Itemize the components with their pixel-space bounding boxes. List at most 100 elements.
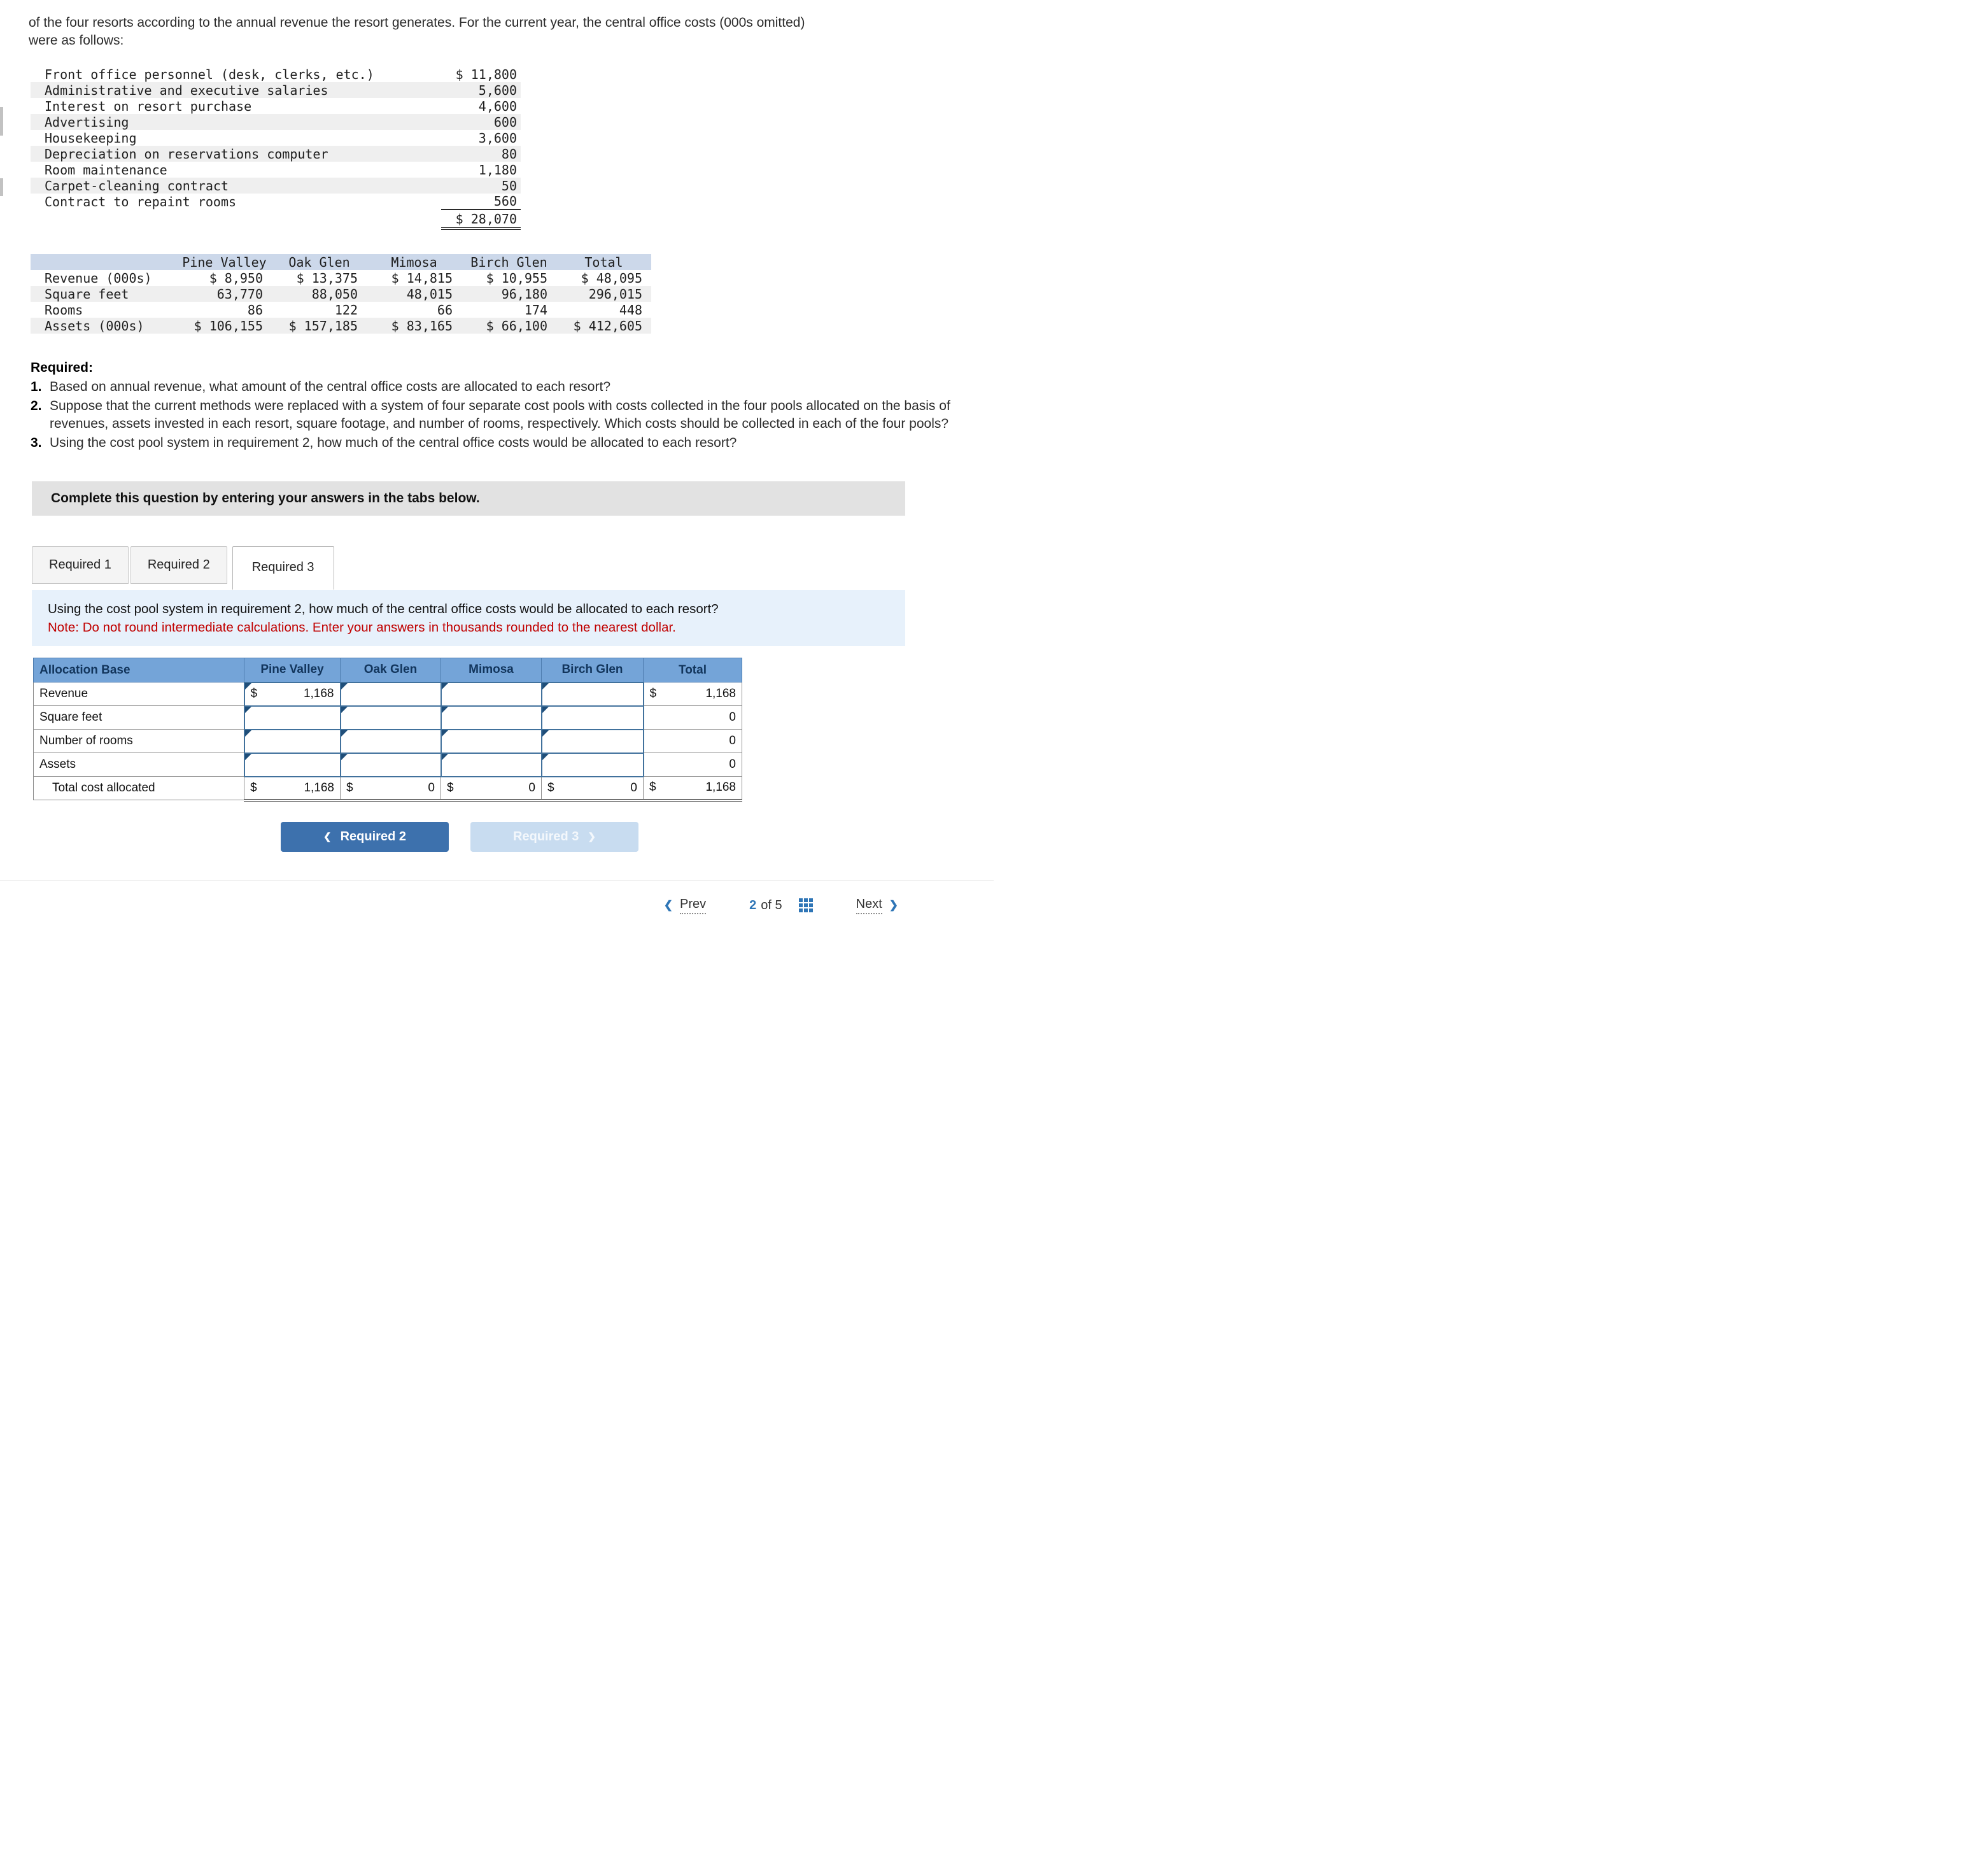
cost-label: Room maintenance [45, 162, 167, 178]
page-edge-artifact [0, 107, 3, 136]
cost-value: 80 [501, 146, 517, 162]
next-page-link[interactable]: Next ❯ [856, 897, 898, 914]
cell-marker-icon [441, 753, 448, 760]
cost-label: Depreciation on reservations computer [45, 146, 328, 162]
tab-required-1[interactable]: Required 1 [32, 546, 129, 584]
input-cell-assets-mimosa[interactable] [440, 752, 542, 777]
answer-row-number-of-rooms: Number of rooms 0 [33, 728, 742, 754]
input-cell-rooms-pine-valley[interactable] [243, 728, 341, 754]
column-header-total: Total [643, 658, 742, 682]
required-item: 1. Based on annual revenue, what amount … [31, 378, 981, 396]
total-allocated-mimosa: $ 0 [441, 776, 542, 802]
cost-row: Advertising 600 [31, 114, 521, 130]
cell-value: 0 [729, 710, 736, 724]
dollar-prefix: $ [250, 687, 258, 700]
cost-row: Carpet-cleaning contract 50 [31, 178, 521, 194]
resort-row: Rooms 86 122 66 174 448 [31, 302, 651, 318]
tab-required-3[interactable]: Required 3 [232, 546, 334, 590]
row-label-square-feet: Square feet [33, 705, 244, 730]
cell-marker-icon [542, 753, 549, 760]
cell-marker-icon [341, 706, 348, 713]
column-header-mimosa: Mimosa [441, 658, 542, 682]
input-cell-revenue-oak-glen[interactable] [339, 681, 442, 707]
question-instruction-box: Using the cost pool system in requiremen… [32, 590, 905, 646]
cost-row: Room maintenance 1,180 [31, 162, 521, 178]
cell-marker-icon [542, 682, 549, 689]
cost-label: Contract to repaint rooms [45, 194, 237, 209]
prev-requirement-button[interactable]: ❮ Required 2 [281, 821, 449, 852]
chevron-left-icon: ❮ [323, 831, 332, 842]
chevron-right-icon: ❯ [588, 831, 596, 842]
cell-value: 0 [428, 781, 435, 795]
resort-cell: 88,050 [311, 286, 358, 302]
resort-header-row: Pine Valley Oak Glen Mimosa Birch Glen T… [31, 254, 651, 270]
cell-marker-icon [441, 730, 448, 737]
cell-value: 1,168 [304, 781, 334, 795]
input-cell-square-feet-birch-glen[interactable] [540, 705, 644, 730]
current-page-number: 2 [749, 898, 757, 912]
cell-value: 1,168 [705, 781, 736, 795]
cell-marker-icon [341, 682, 348, 689]
cell-marker-icon [244, 706, 251, 713]
input-cell-square-feet-mimosa[interactable] [440, 705, 542, 730]
grid-icon[interactable] [798, 898, 813, 912]
cell-value: 0 [528, 781, 535, 795]
question-page: of the four resorts according to the ann… [0, 0, 994, 852]
tab-required-2[interactable]: Required 2 [130, 546, 227, 584]
resort-row: Assets (000s) $ 106,155 $ 157,185 $ 83,1… [31, 318, 651, 334]
resort-row-label: Assets (000s) [45, 318, 145, 334]
resort-cell: 296,015 [588, 286, 642, 302]
next-requirement-button-disabled[interactable]: Required 3 ❯ [470, 821, 638, 852]
cost-value: 5,600 [478, 82, 517, 98]
pager-footer: ❮ Prev 2 of 5 Next ❯ [0, 879, 994, 931]
answer-row-assets: Assets 0 [33, 752, 742, 777]
prev-requirement-label: Required 2 [340, 829, 406, 844]
total-cell-square-feet: 0 [643, 705, 742, 730]
cell-value: 1,168 [705, 687, 736, 700]
cost-label: Housekeeping [45, 130, 137, 146]
prev-page-link[interactable]: ❮ Prev [663, 897, 707, 914]
total-allocated-pine-valley: $ 1,168 [244, 776, 341, 802]
prev-page-label: Prev [680, 897, 707, 914]
resort-column-header: Mimosa [391, 254, 437, 270]
cost-total-row: $ 28,070 [31, 209, 521, 230]
answer-row-revenue: Revenue $ 1,168 $ 1,168 [33, 681, 742, 707]
cell-value: 0 [729, 758, 736, 771]
total-cell-rooms: 0 [643, 729, 742, 753]
input-cell-square-feet-oak-glen[interactable] [339, 705, 442, 730]
input-cell-revenue-birch-glen[interactable] [540, 681, 644, 707]
cost-value: 1,180 [478, 162, 517, 178]
cost-value: 3,600 [478, 130, 517, 146]
chevron-right-icon: ❯ [889, 899, 898, 911]
resort-cell: $ 13,375 [296, 270, 358, 286]
resort-cell: 48,015 [406, 286, 453, 302]
central-office-costs-table: Front office personnel (desk, clerks, et… [31, 66, 521, 230]
input-cell-rooms-mimosa[interactable] [440, 728, 542, 754]
answer-row-square-feet: Square feet 0 [33, 705, 742, 730]
next-requirement-label: Required 3 [513, 829, 579, 844]
cost-label: Interest on resort purchase [45, 98, 252, 114]
input-cell-revenue-mimosa[interactable] [440, 681, 542, 707]
page-edge-artifact [0, 178, 3, 196]
cell-value: 0 [630, 781, 637, 795]
input-cell-assets-oak-glen[interactable] [339, 752, 442, 777]
resort-column-header: Oak Glen [288, 254, 350, 270]
cell-marker-icon [542, 706, 549, 713]
answer-entry-table: Allocation Base Pine Valley Oak Glen Mim… [33, 658, 742, 802]
input-cell-rooms-oak-glen[interactable] [339, 728, 442, 754]
resort-cell: 66 [437, 302, 453, 318]
input-cell-square-feet-pine-valley[interactable] [243, 705, 341, 730]
dollar-prefix: $ [346, 781, 353, 795]
page-indicator-group: 2 of 5 [749, 898, 813, 913]
cell-marker-icon [244, 682, 251, 689]
required-section: Required: 1. Based on annual revenue, wh… [31, 360, 981, 452]
dollar-prefix: $ [447, 781, 454, 795]
cost-label: Front office personnel (desk, clerks, et… [45, 66, 374, 82]
input-cell-assets-birch-glen[interactable] [540, 752, 644, 777]
total-allocated-total: $ 1,168 [643, 776, 742, 802]
input-cell-assets-pine-valley[interactable] [243, 752, 341, 777]
resort-cell: $ 106,155 [194, 318, 263, 334]
input-cell-rooms-birch-glen[interactable] [540, 728, 644, 754]
input-cell-revenue-pine-valley[interactable]: $ 1,168 [243, 681, 341, 707]
chevron-left-icon: ❮ [663, 899, 673, 911]
